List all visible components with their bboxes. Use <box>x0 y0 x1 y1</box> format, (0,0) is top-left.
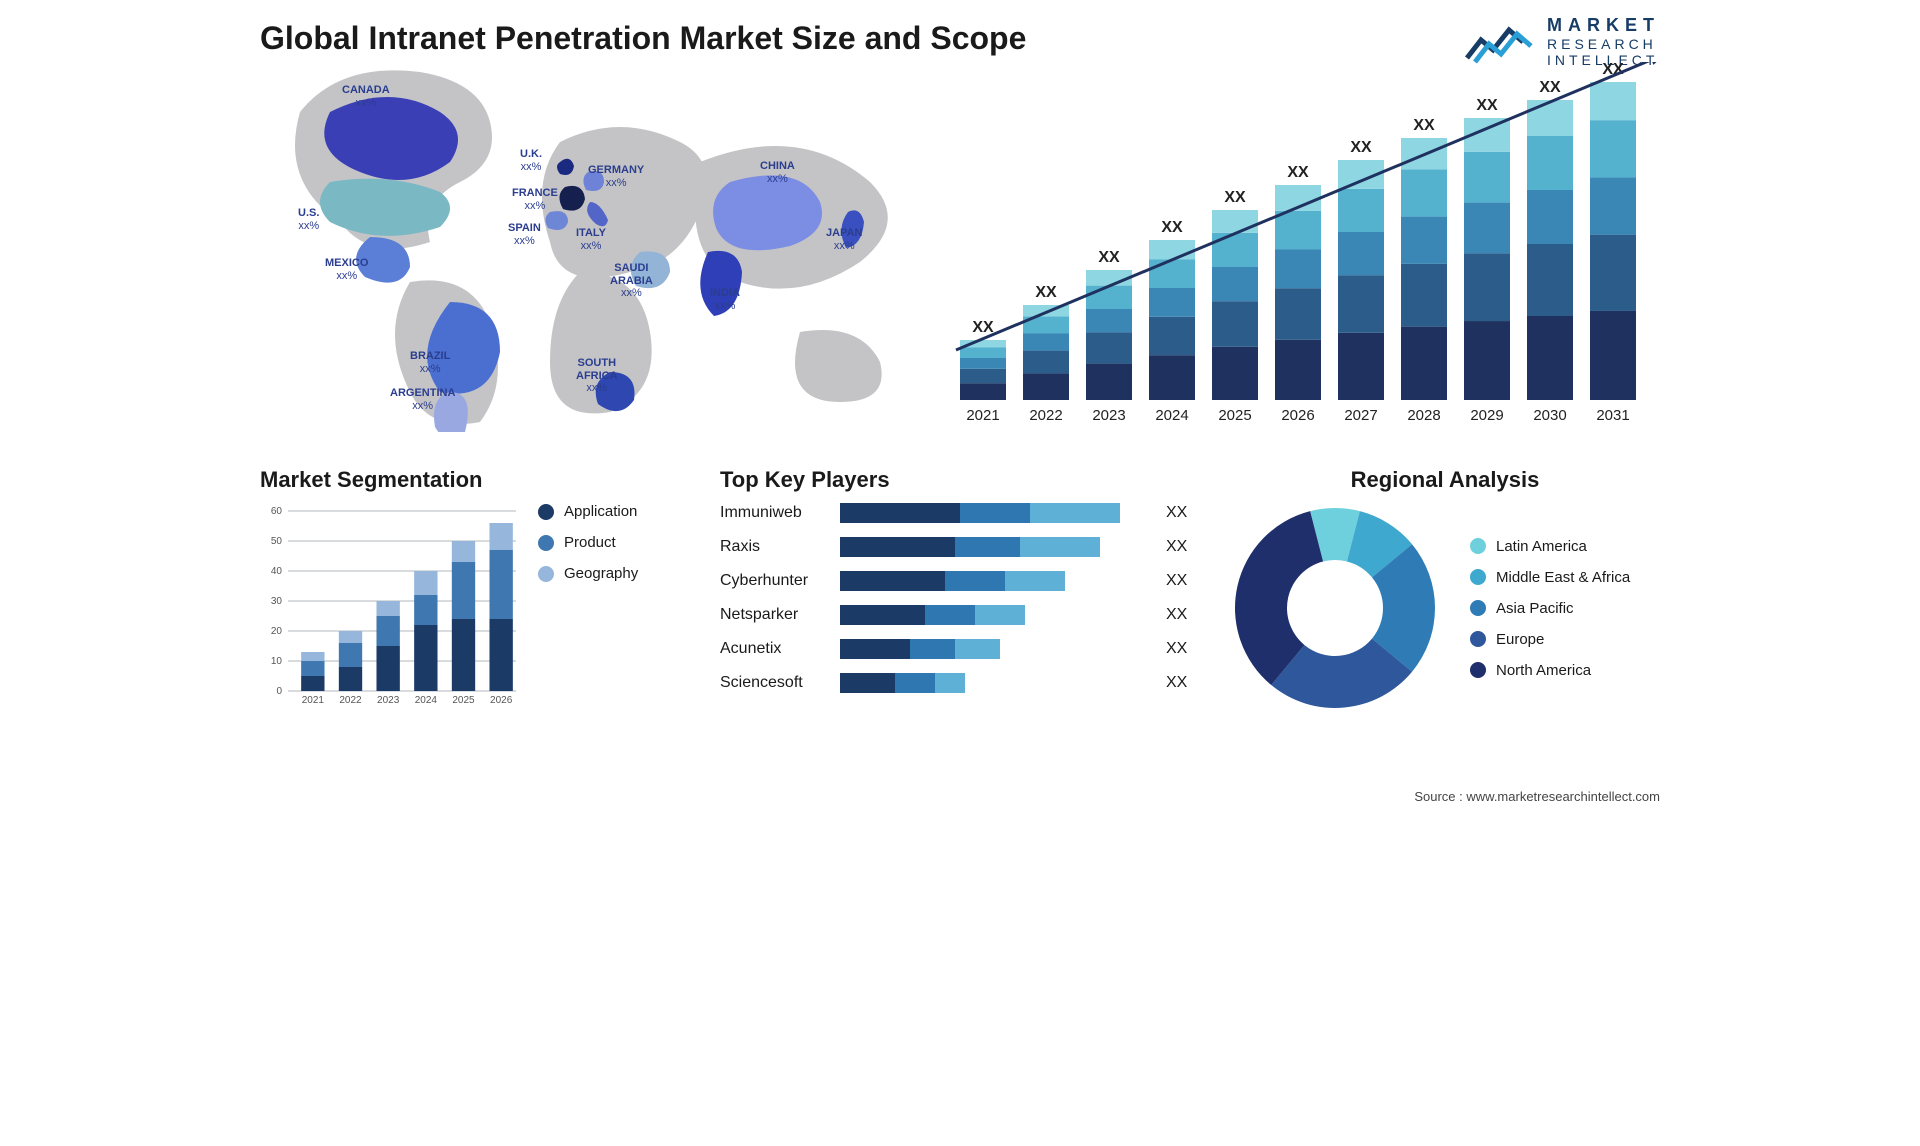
legend-item: Application <box>538 503 638 520</box>
svg-text:30: 30 <box>271 596 283 607</box>
svg-text:2028: 2028 <box>1407 407 1440 424</box>
legend-item: Product <box>538 534 638 551</box>
logo-line1: MARKET <box>1547 15 1660 36</box>
player-value: XX <box>1166 572 1200 590</box>
player-bar <box>840 673 965 693</box>
svg-text:2023: 2023 <box>377 695 400 706</box>
legend-item: Geography <box>538 565 638 582</box>
legend-item: Europe <box>1470 631 1630 648</box>
map-label: BRAZILxx% <box>410 350 450 375</box>
regional-title: Regional Analysis <box>1230 467 1660 493</box>
map-label: ITALYxx% <box>576 227 606 252</box>
players-chart: Immuniweb XX Raxis XX Cyberhunter XX Netsparke… <box>720 503 1200 693</box>
map-label: INDIAxx% <box>710 287 740 312</box>
map-label: SOUTHAFRICAxx% <box>576 357 618 395</box>
svg-text:0: 0 <box>276 686 282 697</box>
logo-icon <box>1463 18 1535 66</box>
source-text: Source : www.marketresearchintellect.com <box>1414 789 1660 804</box>
svg-text:2026: 2026 <box>1281 407 1314 424</box>
svg-text:2025: 2025 <box>1218 407 1251 424</box>
player-name: Netsparker <box>720 606 840 624</box>
map-label: CANADAxx% <box>342 84 390 109</box>
svg-text:2021: 2021 <box>966 407 999 424</box>
svg-text:2024: 2024 <box>415 695 438 706</box>
player-bar <box>840 639 1000 659</box>
legend-item: Middle East & Africa <box>1470 569 1630 586</box>
legend-item: North America <box>1470 662 1630 679</box>
svg-text:2029: 2029 <box>1470 407 1503 424</box>
map-label: FRANCExx% <box>512 187 558 212</box>
logo-line2: RESEARCH <box>1547 36 1660 52</box>
map-label: MEXICOxx% <box>325 257 368 282</box>
svg-text:2025: 2025 <box>452 695 475 706</box>
world-map: CANADAxx% U.S.xx% MEXICOxx% BRAZILxx% ARGENT… <box>260 52 920 437</box>
svg-text:2024: 2024 <box>1155 407 1188 424</box>
svg-text:10: 10 <box>271 656 283 667</box>
segmentation-chart: 0 10 20 30 40 50 60 2021 2022 2023 2024 2025 2026 <box>260 503 520 713</box>
map-label: SAUDIARABIAxx% <box>610 262 653 300</box>
legend-item: Asia Pacific <box>1470 600 1630 617</box>
map-label: ARGENTINAxx% <box>390 387 455 412</box>
player-bar <box>840 605 1025 625</box>
player-name: Raxis <box>720 538 840 556</box>
player-name: Sciencesoft <box>720 674 840 692</box>
svg-text:40: 40 <box>271 566 283 577</box>
svg-text:2030: 2030 <box>1533 407 1566 424</box>
players-title: Top Key Players <box>720 467 1200 493</box>
svg-text:XX: XX <box>1035 284 1057 301</box>
logo: MARKET RESEARCH INTELLECT <box>1463 15 1660 68</box>
player-bar <box>840 571 1065 591</box>
svg-text:60: 60 <box>271 506 283 517</box>
map-label: GERMANYxx% <box>588 164 644 189</box>
regional-donut <box>1230 503 1440 713</box>
svg-text:XX: XX <box>1350 139 1372 156</box>
svg-text:2022: 2022 <box>1029 407 1062 424</box>
player-value: XX <box>1166 674 1200 692</box>
map-label: U.S.xx% <box>298 207 319 232</box>
map-label: CHINAxx% <box>760 160 795 185</box>
svg-text:2023: 2023 <box>1092 407 1125 424</box>
map-label: SPAINxx% <box>508 222 541 247</box>
segmentation-title: Market Segmentation <box>260 467 690 493</box>
svg-text:2021: 2021 <box>302 695 325 706</box>
player-name: Immuniweb <box>720 504 840 522</box>
svg-text:XX: XX <box>972 319 994 336</box>
regional-legend: Latin America Middle East & Africa Asia Pa… <box>1470 538 1630 679</box>
svg-text:XX: XX <box>1476 97 1498 114</box>
player-name: Cyberhunter <box>720 572 840 590</box>
segmentation-legend: Application Product Geography <box>538 503 638 582</box>
svg-text:2026: 2026 <box>490 695 513 706</box>
player-name: Acunetix <box>720 640 840 658</box>
player-bar <box>840 503 1120 523</box>
svg-text:50: 50 <box>271 536 283 547</box>
player-value: XX <box>1166 538 1200 556</box>
svg-text:XX: XX <box>1287 164 1309 181</box>
svg-text:XX: XX <box>1098 249 1120 266</box>
svg-text:2027: 2027 <box>1344 407 1377 424</box>
svg-text:20: 20 <box>271 626 283 637</box>
svg-text:XX: XX <box>1413 117 1435 134</box>
svg-text:XX: XX <box>1539 79 1561 96</box>
map-label: JAPANxx% <box>826 227 862 252</box>
legend-item: Latin America <box>1470 538 1630 555</box>
player-value: XX <box>1166 640 1200 658</box>
player-value: XX <box>1166 606 1200 624</box>
player-value: XX <box>1166 504 1200 522</box>
map-label: U.K.xx% <box>520 148 542 173</box>
player-bar <box>840 537 1100 557</box>
svg-text:2031: 2031 <box>1596 407 1629 424</box>
svg-text:2022: 2022 <box>339 695 362 706</box>
svg-text:XX: XX <box>1161 219 1183 236</box>
svg-text:XX: XX <box>1224 189 1246 206</box>
trend-chart: XX 2021 XX 2022 XX 2023 XX 2024 XX 2025 XX 2026 XX 20… <box>950 62 1670 437</box>
